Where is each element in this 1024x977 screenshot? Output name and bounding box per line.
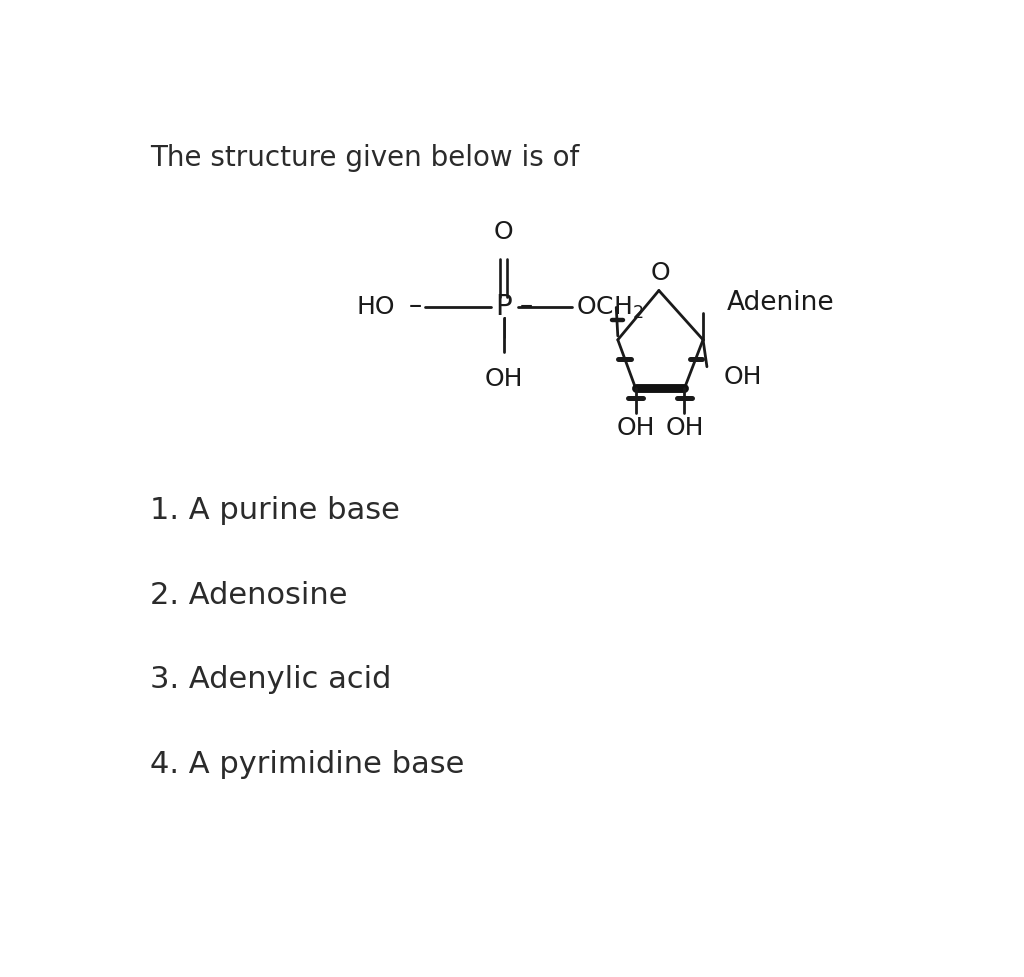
- Text: OH: OH: [723, 365, 762, 389]
- Text: Adenine: Adenine: [726, 290, 834, 316]
- Text: OCH$_2$: OCH$_2$: [575, 294, 643, 320]
- Text: O: O: [650, 261, 671, 285]
- Text: OH: OH: [616, 416, 655, 440]
- Text: OH: OH: [666, 416, 703, 440]
- Text: OH: OH: [484, 367, 523, 392]
- Text: 2. Adenosine: 2. Adenosine: [150, 580, 347, 610]
- Text: 1. A purine base: 1. A purine base: [150, 496, 399, 525]
- Text: O: O: [494, 220, 514, 243]
- Text: –: –: [520, 293, 532, 319]
- Text: –: –: [409, 293, 422, 319]
- Text: 4. A pyrimidine base: 4. A pyrimidine base: [150, 750, 464, 780]
- Text: The structure given below is of: The structure given below is of: [150, 145, 579, 172]
- Text: HO: HO: [357, 295, 395, 319]
- Text: |: |: [500, 317, 508, 338]
- Text: 3. Adenylic acid: 3. Adenylic acid: [150, 665, 391, 695]
- Text: P: P: [496, 293, 512, 321]
